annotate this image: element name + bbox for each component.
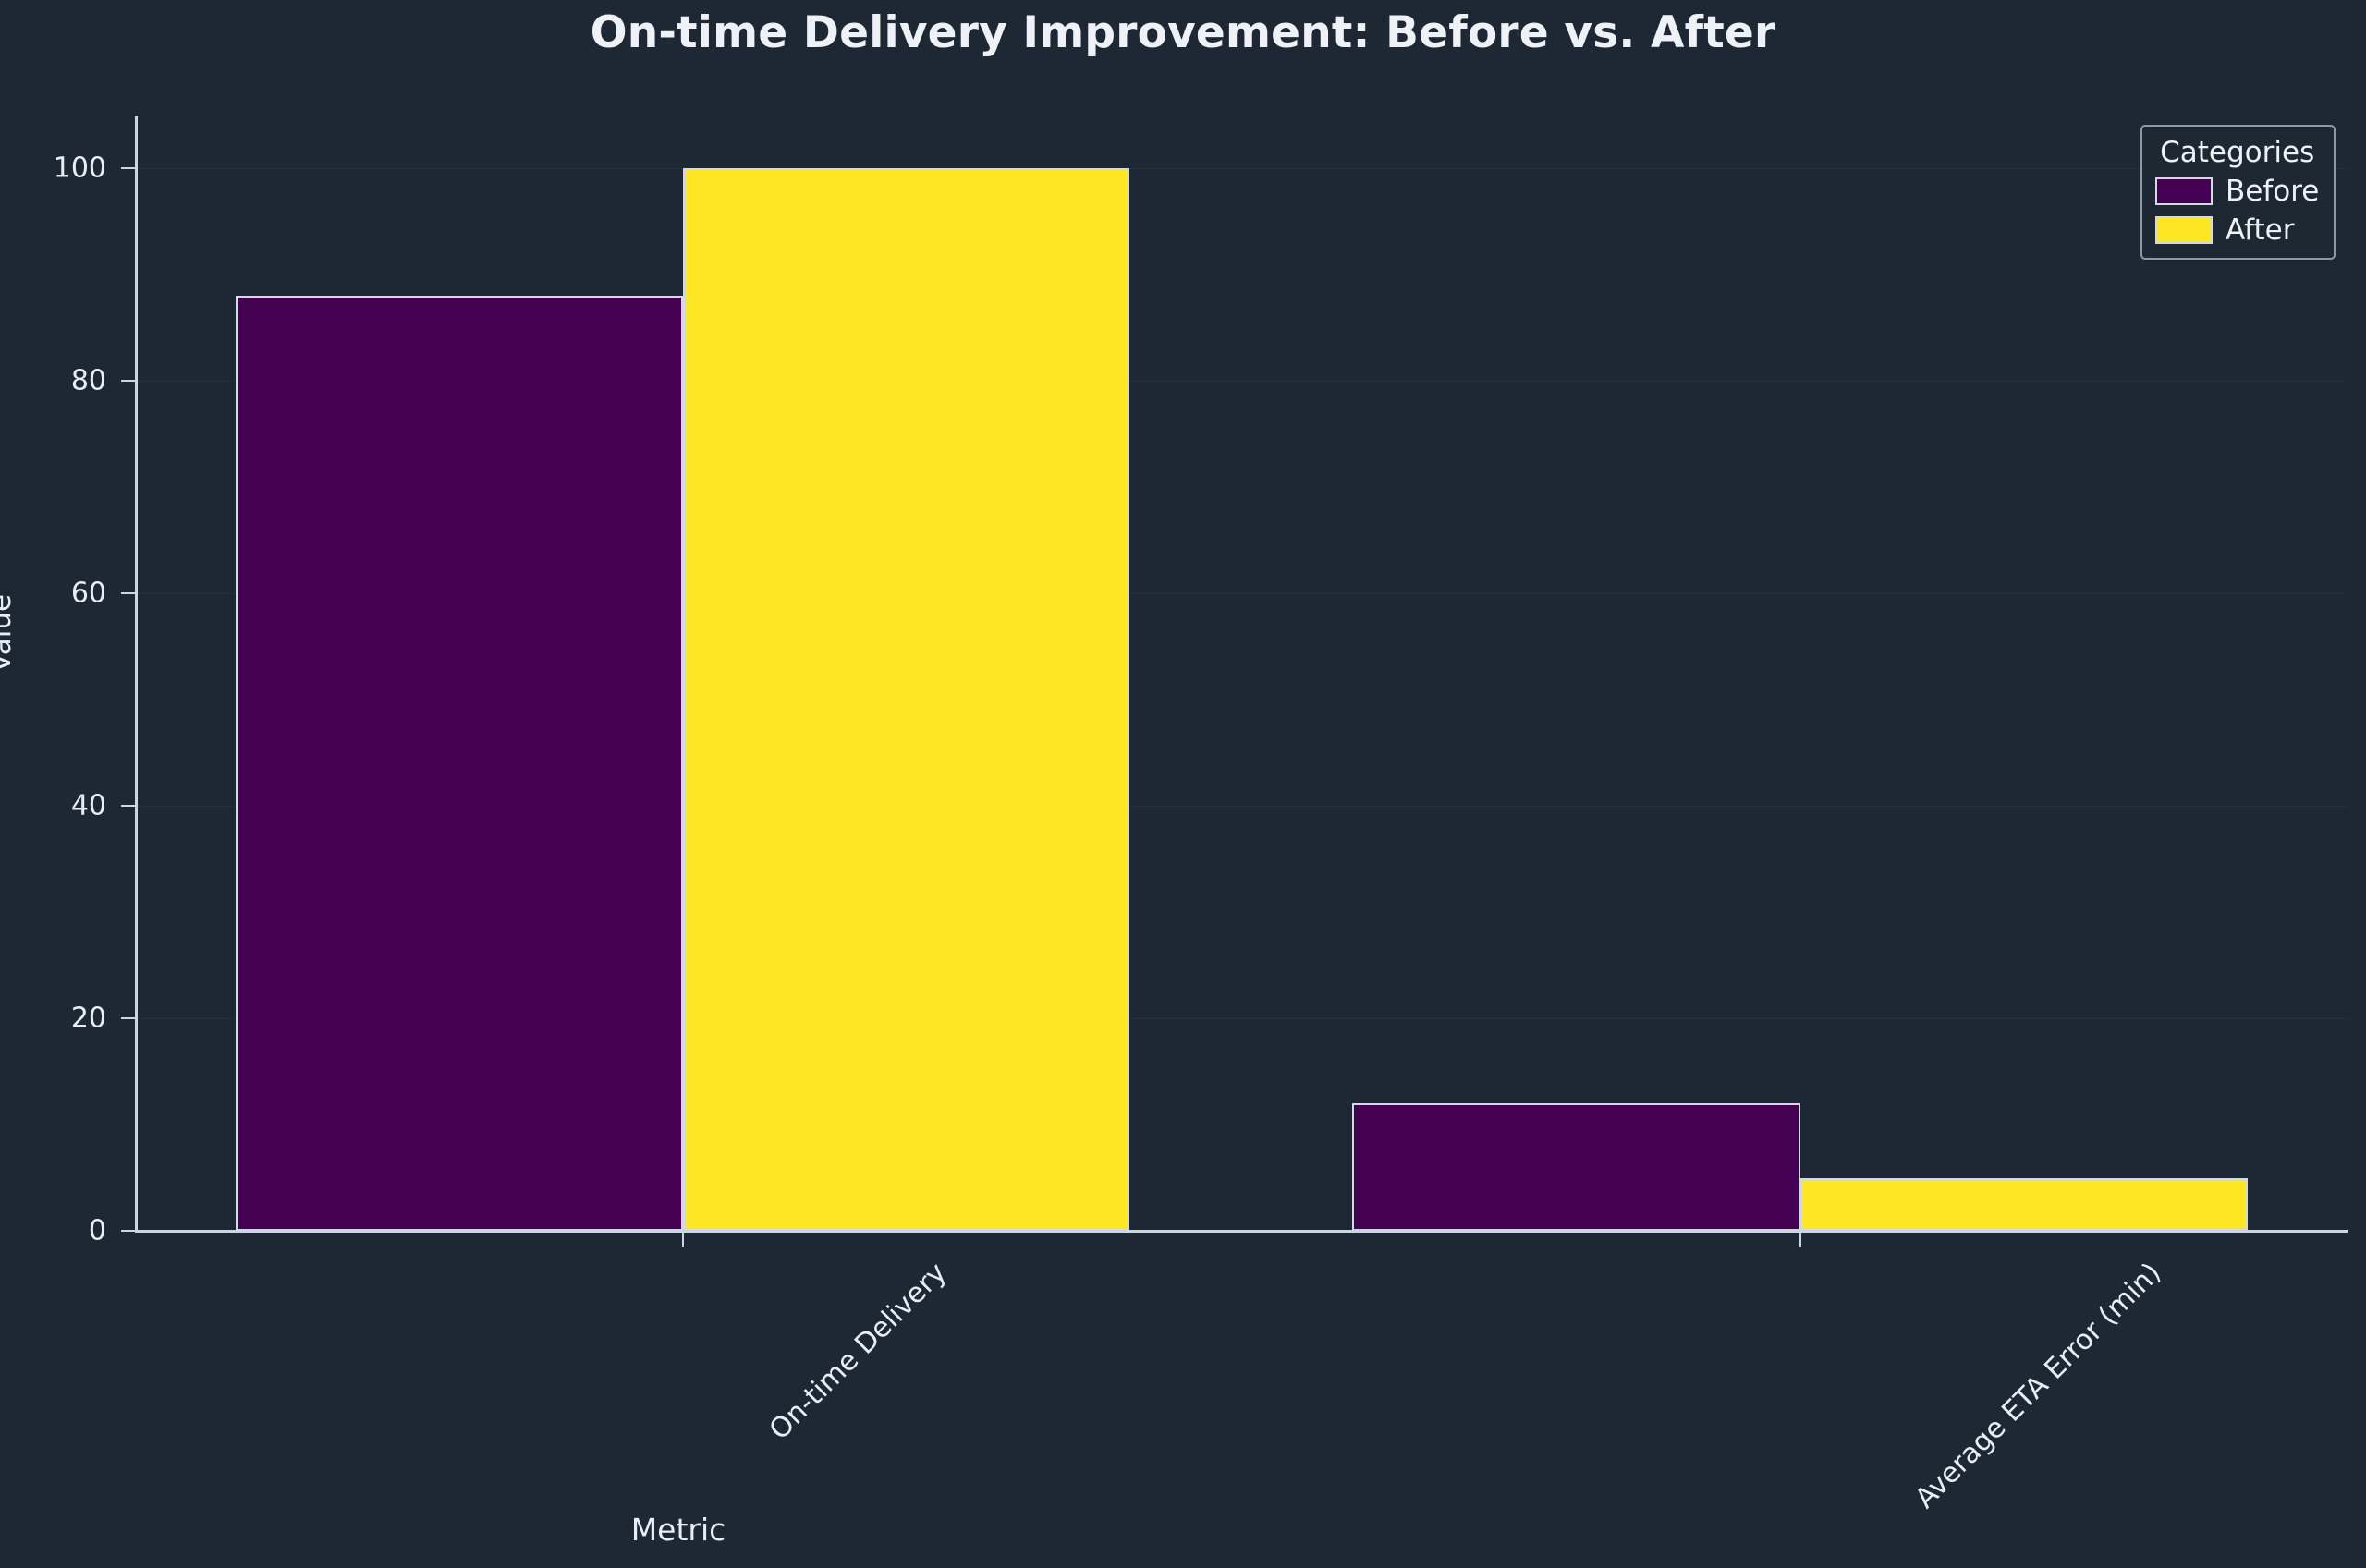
x-axis-spine bbox=[136, 1230, 2348, 1233]
y-tick-mark bbox=[121, 167, 135, 169]
legend-swatch bbox=[2155, 177, 2213, 205]
y-tick-label: 100 bbox=[53, 152, 106, 185]
x-tick-label: On-time Delivery bbox=[762, 1257, 953, 1447]
x-axis-title: Metric bbox=[630, 1512, 726, 1548]
gridline bbox=[136, 168, 2348, 169]
gridline bbox=[136, 381, 2348, 382]
legend-label: Before bbox=[2226, 175, 2320, 208]
y-tick-mark bbox=[121, 805, 135, 807]
legend-entries: Before After bbox=[2155, 175, 2319, 247]
x-tick-mark bbox=[681, 1233, 684, 1247]
plot-area bbox=[136, 118, 2348, 1232]
legend-swatch bbox=[2155, 216, 2213, 244]
gridline bbox=[136, 593, 2348, 594]
chart-title: On-time Delivery Improvement: Before vs.… bbox=[590, 7, 1776, 58]
legend[interactable]: Categories Before After bbox=[2140, 125, 2336, 260]
y-tick-mark bbox=[121, 1230, 135, 1232]
y-tick-mark bbox=[121, 380, 135, 382]
bar[interactable] bbox=[1799, 1177, 2248, 1231]
x-tick-mark bbox=[1799, 1233, 1801, 1247]
legend-label: After bbox=[2226, 213, 2295, 247]
y-axis-title: Value bbox=[0, 593, 18, 673]
y-tick-mark bbox=[121, 1017, 135, 1019]
y-axis-spine bbox=[135, 116, 138, 1233]
legend-item[interactable]: Before bbox=[2155, 175, 2319, 208]
legend-title: Categories bbox=[2160, 136, 2315, 169]
gridline bbox=[136, 1018, 2348, 1019]
bar[interactable] bbox=[682, 168, 1129, 1231]
y-tick-mark bbox=[121, 592, 135, 594]
x-tick-label: Average ETA Error (min) bbox=[1909, 1257, 2167, 1515]
gridline bbox=[136, 806, 2348, 807]
y-tick-label: 0 bbox=[88, 1214, 106, 1247]
legend-item[interactable]: After bbox=[2155, 213, 2319, 247]
bar[interactable] bbox=[236, 296, 683, 1231]
y-tick-label: 40 bbox=[70, 789, 106, 822]
y-tick-label: 60 bbox=[70, 577, 106, 610]
y-tick-label: 80 bbox=[70, 364, 106, 397]
y-tick-label: 20 bbox=[70, 1002, 106, 1035]
bar[interactable] bbox=[1352, 1103, 1800, 1231]
